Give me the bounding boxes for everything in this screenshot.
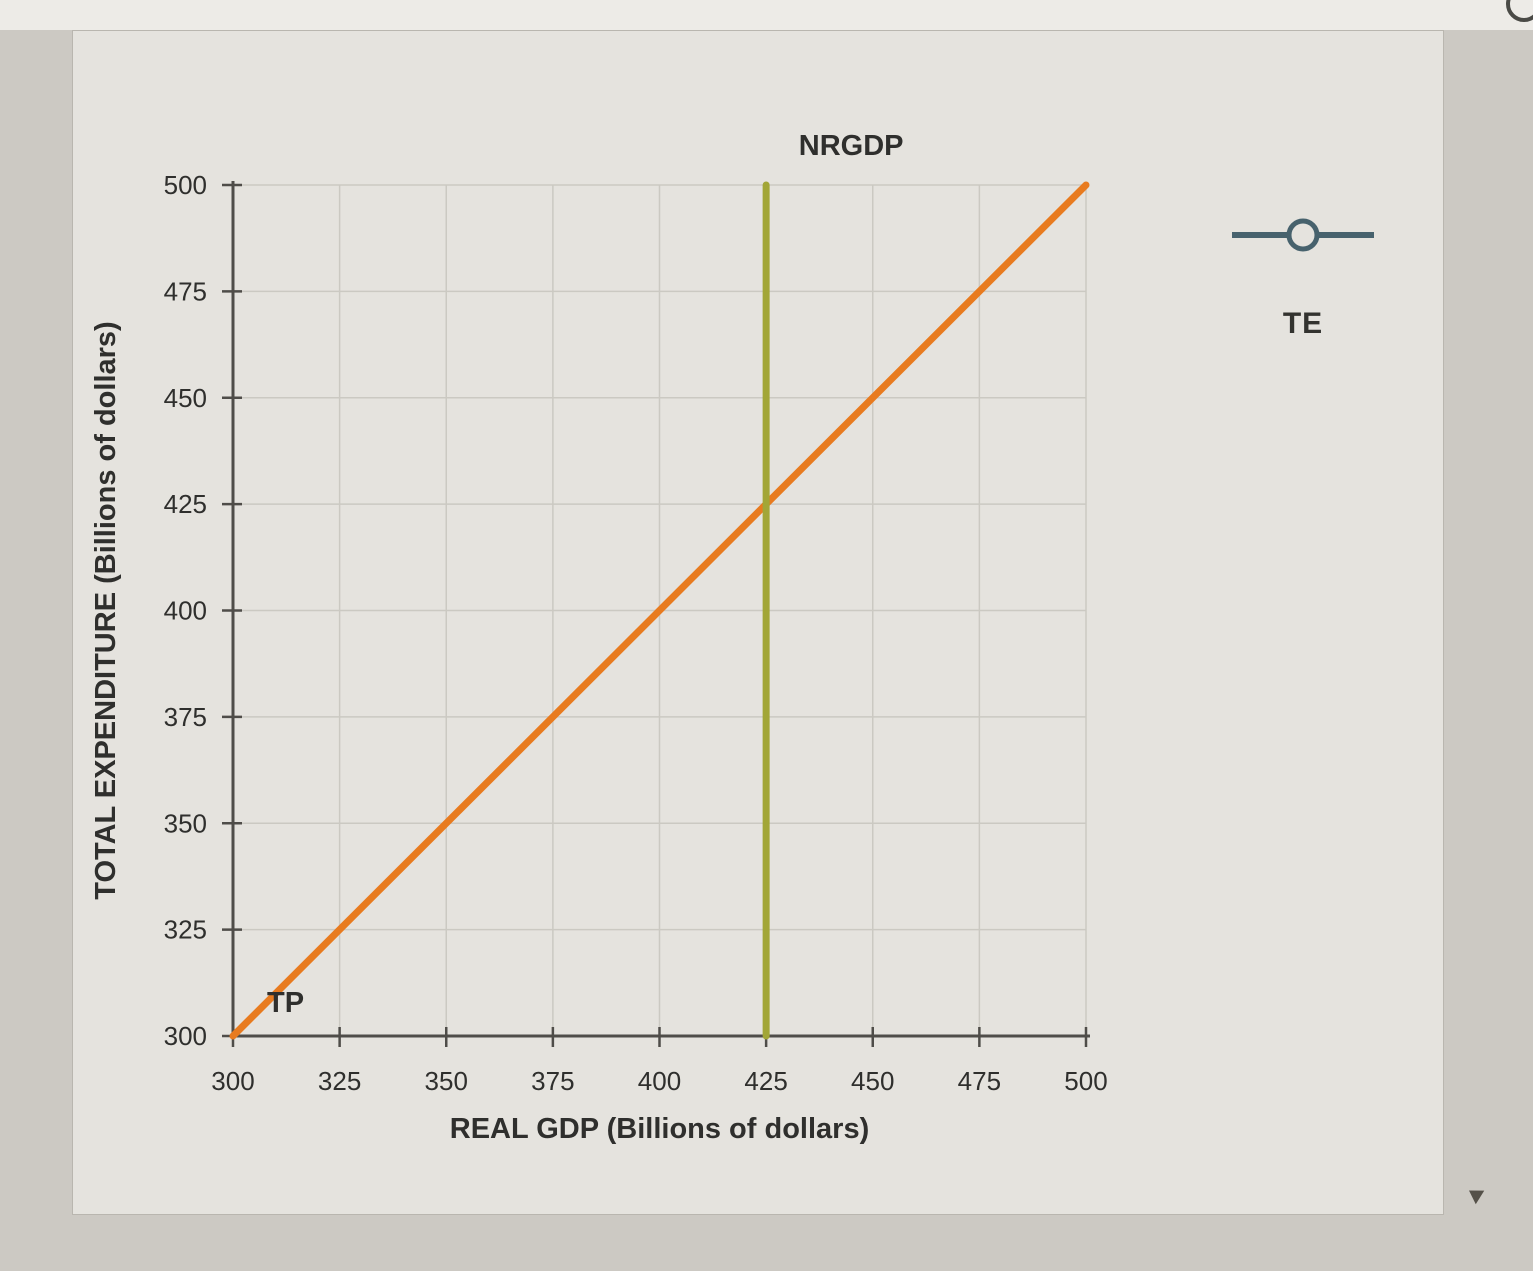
- y-tick-label: 300: [164, 1021, 207, 1051]
- x-axis-title: REAL GDP (Billions of dollars): [450, 1113, 869, 1145]
- nrgdp-label: NRGDP: [799, 130, 904, 162]
- cursor-arrow: [1464, 1183, 1485, 1205]
- tp-label: TP: [267, 987, 304, 1019]
- x-tick-label: 500: [1064, 1066, 1107, 1096]
- expenditure-chart: 300 325 350 375 400 425 450 475 500 300 325 350 375 4…: [90, 130, 1108, 1145]
- help-icon[interactable]: [1506, 0, 1533, 22]
- te-line-handle[interactable]: [1228, 213, 1378, 257]
- y-tick-label: 450: [164, 383, 207, 413]
- te-handle-circle[interactable]: [1286, 218, 1320, 252]
- y-tick-label: 400: [164, 596, 207, 626]
- x-tick-label: 350: [425, 1066, 468, 1096]
- y-tick-label: 325: [164, 915, 207, 945]
- x-tick-label: 375: [531, 1066, 574, 1096]
- y-tick-label: 375: [164, 702, 207, 732]
- chart-panel: 300 325 350 375 400 425 450 475 500 300 325 350 375 4…: [72, 30, 1444, 1215]
- x-tick-label: 475: [958, 1066, 1001, 1096]
- x-tick-label: 450: [851, 1066, 894, 1096]
- y-tick-label: 500: [164, 170, 207, 200]
- te-label: TE: [1282, 307, 1324, 340]
- x-tick-label: 400: [638, 1066, 681, 1096]
- window-top-strip: [0, 0, 1533, 30]
- x-tick-label: 325: [318, 1066, 361, 1096]
- x-tick-label: 300: [211, 1066, 254, 1096]
- y-tick-label: 350: [164, 808, 207, 838]
- te-legend: TE: [1228, 213, 1378, 341]
- y-axis-title: TOTAL EXPENDITURE (Billions of dollars): [90, 321, 122, 899]
- tp-line: [229, 181, 1090, 1040]
- y-tick-label: 425: [164, 489, 207, 519]
- y-tick-label: 475: [164, 276, 207, 306]
- x-tick-label: 425: [744, 1066, 787, 1096]
